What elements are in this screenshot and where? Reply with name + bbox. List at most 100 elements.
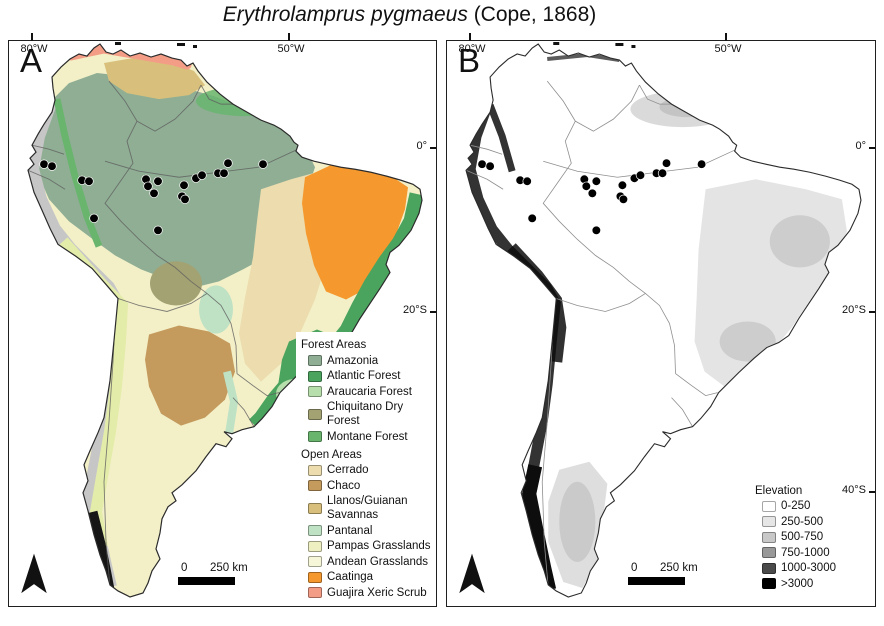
parana-strip xyxy=(223,370,239,435)
legend-item: 0-250 xyxy=(762,499,869,513)
occurrence-point xyxy=(179,180,189,190)
guajira-scrub-strip xyxy=(66,44,192,70)
legend-item: Cerrado xyxy=(308,463,435,477)
andes-montane-forest-strip xyxy=(53,98,103,248)
legend-label: 250-500 xyxy=(781,515,824,528)
legend-item: Amazonia xyxy=(308,354,435,368)
scale-distance: 250 km xyxy=(660,562,698,574)
amazonia-region xyxy=(31,73,315,288)
caribbean-islands-b xyxy=(553,42,636,49)
legend-swatch xyxy=(308,540,322,552)
caatinga-region xyxy=(302,161,408,300)
legend-swatch xyxy=(308,571,322,583)
longitude-label: 50°W xyxy=(714,43,742,55)
legend-label: 1000-3000 xyxy=(781,562,836,574)
legend-label: Montane Forest xyxy=(327,430,408,443)
legend-label: >3000 xyxy=(781,577,814,590)
north-arrow-icon xyxy=(21,553,47,594)
scale-zero: 0 xyxy=(181,562,188,574)
legend-swatch xyxy=(308,587,322,598)
occurrence-point xyxy=(153,176,163,186)
latitude-tick xyxy=(430,311,436,313)
legend-label: Pantanal xyxy=(327,524,373,537)
panel-b-elevation-map: B Elevation 0-250 250-500 500-750 750-1000 10… xyxy=(446,33,876,607)
longitude-tick xyxy=(725,33,727,41)
scale-bar-b: 0 250 km xyxy=(622,562,732,588)
legend-item: 750-1000 xyxy=(762,546,869,560)
legend-label: Caatinga xyxy=(327,571,374,583)
legend-label: Andean Grasslands xyxy=(327,555,429,568)
figure-title: Erythrolamprus pygmaeus (Cope, 1868) xyxy=(0,3,884,27)
occurrence-point xyxy=(149,188,159,198)
legend-label: Llanos/Guianan Savannas xyxy=(327,495,408,521)
legend-swatch xyxy=(308,408,322,420)
occurrence-point xyxy=(581,181,591,191)
longitude-tick xyxy=(288,33,290,41)
panel-label-b: B xyxy=(458,42,481,79)
occurrence-point xyxy=(258,159,268,169)
occurrence-point xyxy=(618,194,629,204)
longitude-label: 50°W xyxy=(277,43,305,55)
occurrence-point xyxy=(180,194,190,204)
occurrence-point xyxy=(47,161,57,171)
legend-label: Atlantic Forest xyxy=(327,370,401,382)
longitude-label: 80°W xyxy=(20,43,48,55)
guiana-highlands-core xyxy=(659,97,716,118)
longitude-tick xyxy=(31,33,33,41)
legend-swatch xyxy=(308,556,322,567)
occurrence-point xyxy=(477,159,487,169)
patagonia-core xyxy=(559,481,596,562)
legend-item: 1000-3000 xyxy=(762,561,869,575)
occurrence-point xyxy=(143,181,153,191)
latitude-tick xyxy=(869,147,875,149)
latitude-tick xyxy=(430,147,436,149)
occurrence-point xyxy=(587,188,598,198)
legend-item: 250-500 xyxy=(762,515,869,529)
legend-swatch xyxy=(762,578,776,589)
legend-label: Pampas Grasslands xyxy=(327,540,431,552)
legend-swatch xyxy=(308,431,322,442)
highlands-spot-1 xyxy=(769,215,830,268)
legend-swatch xyxy=(762,547,776,558)
legend-item: Llanos/Guianan Savannas xyxy=(308,494,435,522)
longitude-tick xyxy=(469,33,471,41)
occurrence-point xyxy=(89,213,99,223)
occurrence-point xyxy=(485,161,495,171)
colombia-cordillera xyxy=(486,103,516,173)
pantanal-region xyxy=(199,285,233,334)
legend-label: Cerrado xyxy=(327,464,369,476)
legend-item: Montane Forest xyxy=(308,430,435,444)
scale-bar-rect xyxy=(178,577,235,585)
occurrence-point xyxy=(197,170,207,180)
latitude-label: 0° xyxy=(416,140,427,152)
cerrado-region xyxy=(239,173,325,382)
occurrence-point xyxy=(657,168,668,178)
occurrence-point xyxy=(39,159,49,169)
legend-swatch xyxy=(762,531,776,543)
legend-label: Amazonia xyxy=(327,354,379,367)
legend-label: 0-250 xyxy=(781,500,811,512)
occurrence-point xyxy=(661,158,672,168)
scale-distance: 250 km xyxy=(210,562,248,574)
panel-a-biome-map: A Forest Areas Amazonia Atlantic Forest Ara… xyxy=(8,33,437,607)
chiquitano-region xyxy=(150,261,202,306)
latitude-label: 0° xyxy=(855,140,866,152)
occurrence-point xyxy=(635,170,646,180)
legend-label: 750-1000 xyxy=(781,546,830,559)
highlands-spot-2 xyxy=(719,321,776,362)
legend-label: Araucaria Forest xyxy=(327,385,413,398)
legend-item: 500-750 xyxy=(762,530,869,544)
legend-swatch xyxy=(308,370,322,382)
legend-swatch xyxy=(308,386,322,397)
llanos-region xyxy=(104,57,205,100)
legend-label: Chiquitano Dry Forest xyxy=(327,401,404,427)
latitude-tick xyxy=(869,311,875,313)
legend-item: Chaco xyxy=(308,479,435,493)
legend-swatch xyxy=(308,525,322,536)
occurrence-point xyxy=(527,213,537,223)
brazilian-highlands-shade xyxy=(694,179,847,387)
occurrence-point xyxy=(223,158,233,168)
occurrence-point xyxy=(522,176,532,186)
legend-group-title: Open Areas xyxy=(301,448,362,461)
occurrence-point xyxy=(591,225,602,235)
